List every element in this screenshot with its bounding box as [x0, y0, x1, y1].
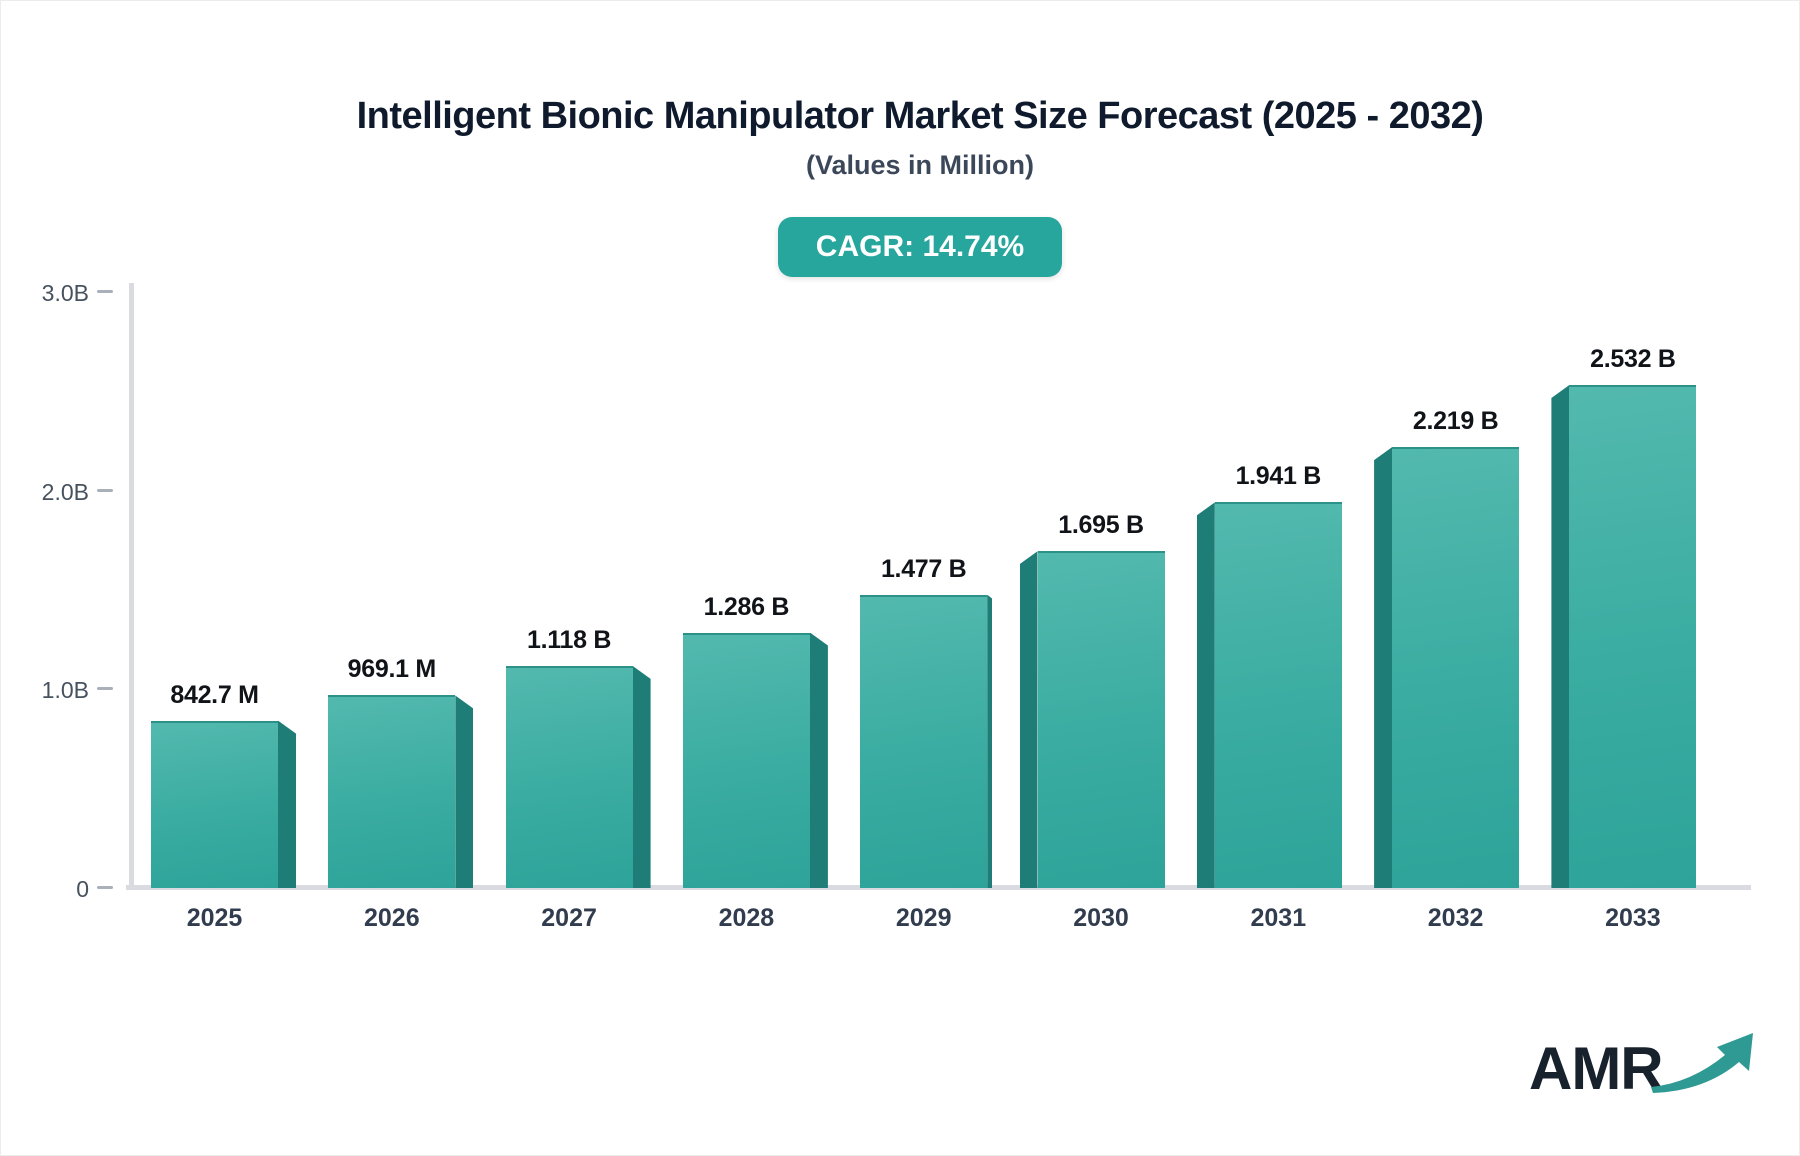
bar-side-face — [455, 695, 474, 888]
bar-2030[interactable] — [1037, 551, 1165, 888]
bar-2027[interactable] — [505, 665, 633, 888]
bar-2033[interactable] — [1569, 384, 1697, 888]
bar-2025[interactable] — [151, 720, 278, 888]
y-tick-label: 0 — [76, 876, 89, 902]
y-tick-dash — [97, 488, 113, 492]
x-category-label: 2028 — [718, 904, 775, 932]
bar-side-face — [632, 665, 651, 888]
bar-side-face — [1551, 384, 1570, 888]
chart-header: Intelligent Bionic Manipulator Market Si… — [41, 1, 1799, 277]
x-category-label: 2032 — [1427, 904, 1484, 932]
bar-value-label: 2.219 B — [1412, 407, 1499, 436]
x-category-label: 2029 — [895, 904, 952, 932]
cagr-badge: CAGR: 14.74% — [777, 217, 1063, 277]
bar-value-label: 969.1 M — [347, 655, 437, 684]
chart-subtitle: (Values in Million) — [805, 150, 1035, 180]
bar-value-label: 1.118 B — [527, 625, 612, 654]
bar-value-label: 842.7 M — [170, 680, 259, 709]
badge-row: CAGR: 14.74% — [41, 217, 1799, 277]
bar-value-label: 1.695 B — [1058, 511, 1144, 540]
amr-logo: AMR — [1529, 1029, 1767, 1099]
bar-value-label: 2.532 B — [1590, 344, 1676, 373]
bar-side-face — [987, 594, 993, 888]
bar-side-face — [1196, 502, 1215, 888]
bar-side-face — [1019, 551, 1038, 888]
bar-value-label: 1.477 B — [880, 554, 967, 583]
x-category-label: 2027 — [541, 904, 597, 932]
x-category-label: 2030 — [1073, 904, 1129, 932]
bar-2028[interactable] — [682, 632, 810, 888]
x-category-label: 2026 — [363, 904, 420, 932]
bar-2029[interactable] — [860, 594, 988, 888]
bar-side-face — [278, 720, 296, 888]
bar-2032[interactable] — [1392, 447, 1520, 888]
x-category-label: 2033 — [1605, 904, 1661, 932]
y-tick-dash — [97, 290, 113, 293]
amr-logo-text: AMR — [1529, 1035, 1664, 1102]
y-tick-label: 2.0B — [41, 478, 89, 505]
chart-title: Intelligent Bionic Manipulator Market Si… — [356, 95, 1484, 137]
y-axis-line — [129, 283, 134, 890]
x-category-label: 2031 — [1250, 904, 1307, 932]
y-tick-label: 1.0B — [41, 677, 89, 704]
x-category-label: 2025 — [186, 904, 243, 932]
bar-2026[interactable] — [328, 695, 456, 888]
bar-side-face — [809, 632, 828, 888]
bar-2031[interactable] — [1214, 502, 1342, 888]
y-tick-label: 3.0B — [41, 280, 89, 306]
y-tick-dash — [97, 886, 113, 889]
bar-side-face — [1374, 447, 1393, 888]
bar-value-label: 1.941 B — [1235, 462, 1322, 491]
growth-arrow-icon — [1650, 1033, 1753, 1093]
y-tick-dash — [97, 687, 113, 691]
bar-value-label: 1.286 B — [703, 592, 790, 621]
